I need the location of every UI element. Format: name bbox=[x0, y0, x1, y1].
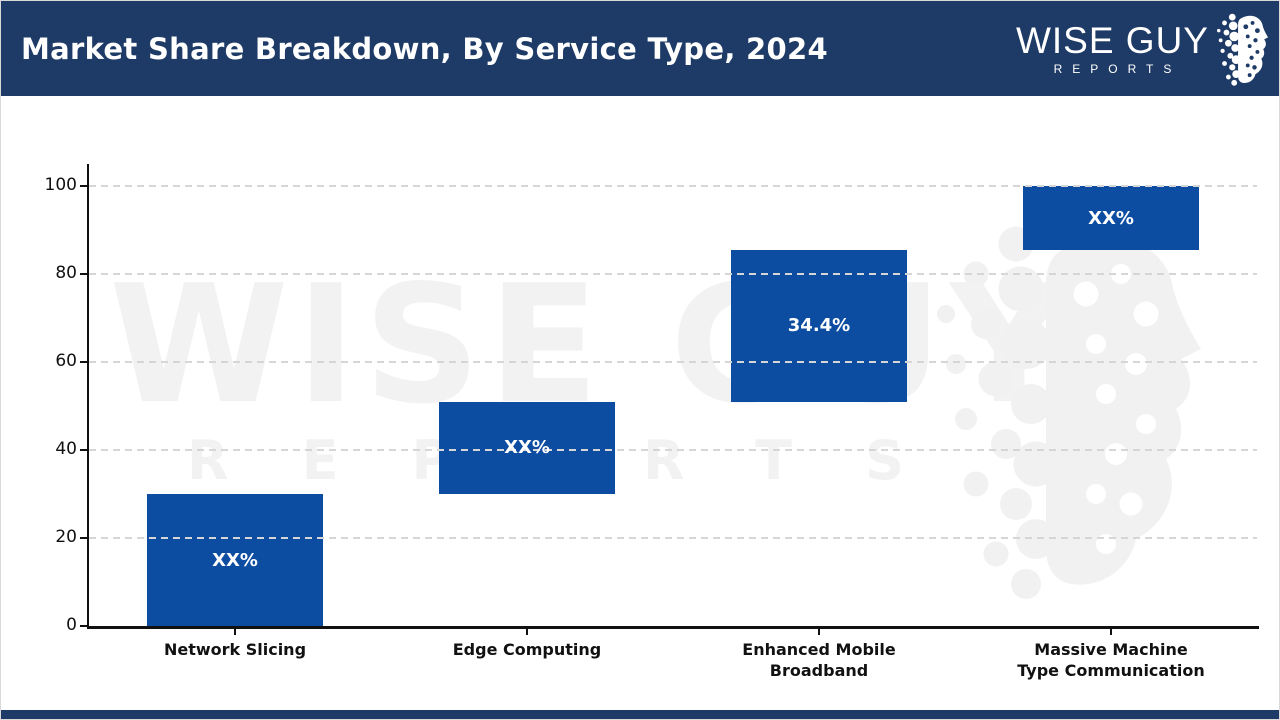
bar-massive-machine-type-communication bbox=[1023, 186, 1199, 251]
x-category-label: Network Slicing bbox=[163, 640, 307, 659]
bar-edge-computing bbox=[439, 401, 615, 494]
bar-value-label: XX% bbox=[1023, 186, 1199, 250]
y-tick-label: 40 bbox=[55, 439, 77, 459]
footer-bar bbox=[1, 710, 1279, 719]
bar-value-label-text: XX% bbox=[504, 437, 550, 459]
bar-value-label-text: XX% bbox=[212, 549, 258, 571]
x-category-label: Massive Machine Type Communication bbox=[1017, 640, 1205, 680]
y-axis-tick bbox=[80, 185, 87, 187]
bar-value-label: XX% bbox=[439, 402, 615, 494]
y-axis-tick bbox=[80, 537, 87, 539]
x-axis-tick bbox=[526, 628, 528, 635]
x-axis-tick bbox=[818, 628, 820, 635]
y-axis-tick bbox=[80, 449, 87, 451]
dotted-head-profile-icon bbox=[1216, 13, 1269, 86]
gridline-80 bbox=[89, 273, 1257, 275]
y-tick-label: 0 bbox=[66, 615, 77, 635]
x-axis-line bbox=[87, 626, 1259, 629]
bar-value-label-text: XX% bbox=[1088, 207, 1134, 229]
y-axis-line bbox=[87, 164, 89, 629]
x-axis-tick bbox=[234, 628, 236, 635]
x-category-label: Enhanced Mobile Broadband bbox=[742, 640, 896, 680]
chart-plot-area: WISE GUY REPORTS 020406080100XX%Network … bbox=[1, 96, 1279, 710]
x-category-label: Edge Computing bbox=[452, 640, 602, 659]
gridline-60 bbox=[89, 361, 1257, 363]
logo-text: WISE GUY REPORTS bbox=[1015, 20, 1209, 76]
y-tick-label: 100 bbox=[44, 175, 77, 195]
y-tick-label: 20 bbox=[55, 527, 77, 547]
gridline-40 bbox=[89, 449, 1257, 451]
wise-guy-logo: WISE GUY REPORTS bbox=[1016, 5, 1269, 93]
y-axis-tick bbox=[80, 361, 87, 363]
bar-value-label: 34.4% bbox=[731, 250, 907, 401]
chart-title: Market Share Breakdown, By Service Type,… bbox=[21, 31, 828, 66]
y-tick-label: 60 bbox=[55, 351, 77, 371]
bar-value-label: XX% bbox=[147, 494, 323, 626]
y-axis-tick bbox=[80, 273, 87, 275]
x-axis-tick bbox=[1110, 628, 1112, 635]
bar-network-slicing bbox=[147, 494, 323, 626]
watermark-dotted-head-profile-icon bbox=[937, 226, 1201, 599]
gridline-100 bbox=[89, 185, 1257, 187]
logo-subtext: REPORTS bbox=[1053, 61, 1182, 76]
gridline-20 bbox=[89, 537, 1257, 539]
bar-value-label-text: 34.4% bbox=[787, 315, 851, 337]
watermark-wordmark: WISE GUY bbox=[109, 251, 1076, 440]
header-bar: Market Share Breakdown, By Service Type,… bbox=[1, 1, 1279, 96]
bar-enhanced-mobile-broadband bbox=[731, 250, 907, 402]
logo-wordmark: WISE GUY bbox=[1015, 20, 1209, 62]
y-axis-tick bbox=[80, 625, 87, 627]
y-tick-label: 80 bbox=[55, 263, 77, 283]
